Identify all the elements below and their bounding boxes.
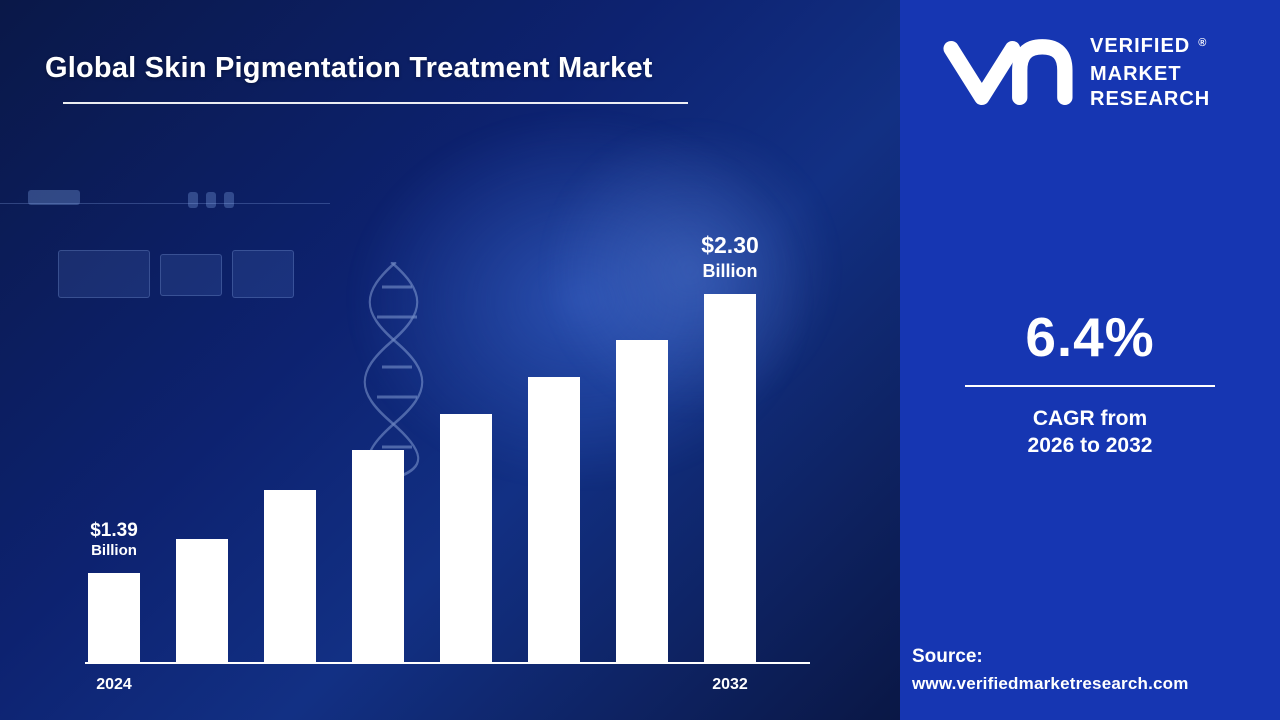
cagr-value: 6.4% <box>1025 306 1155 368</box>
x-tick-label: 2032 <box>712 676 748 693</box>
bar <box>176 539 228 662</box>
background-decoration <box>232 250 294 298</box>
bar-chart: $1.39 Billion 2024 $2.30 Billion 2032 <box>85 188 810 698</box>
bar <box>88 573 140 662</box>
bar-annotation: $2.30 Billion <box>701 231 759 282</box>
brand-name: VERIFIED ® MARKET RESEARCH <box>1090 34 1210 112</box>
bars-row: $1.39 Billion 2024 $2.30 Billion 2032 <box>88 202 759 693</box>
bar-annotation: $1.39 Billion <box>90 519 138 562</box>
background-decoration <box>160 254 222 296</box>
bar-group <box>176 539 228 662</box>
bar <box>528 377 580 662</box>
background-decoration <box>58 250 150 298</box>
bar-group <box>440 414 492 662</box>
registered-mark-icon: ® <box>1198 37 1207 49</box>
background-line <box>0 203 330 204</box>
title-underline <box>63 102 688 104</box>
cagr-underline <box>965 385 1215 387</box>
brand-line-2: MARKET <box>1090 63 1182 85</box>
bar <box>704 294 756 662</box>
x-axis-line <box>85 662 810 664</box>
bar-group: $2.30 Billion 2032 <box>701 231 759 693</box>
chart-panel: Global Skin Pigmentation Treatment Marke… <box>0 0 900 720</box>
bar <box>264 490 316 662</box>
source-url: www.verifiedmarketresearch.com <box>912 674 1189 693</box>
bar-annotation-value: $1.39 <box>90 519 138 541</box>
bar <box>352 450 404 662</box>
dna-helix-icon <box>363 262 424 477</box>
brand-line-1: VERIFIED <box>1090 35 1191 57</box>
bar-group <box>528 377 580 662</box>
vmr-logo-icon <box>943 39 1073 106</box>
background-decoration <box>206 192 216 208</box>
source-label: Source: <box>912 646 983 667</box>
cagr-caption-line-1: CAGR from <box>1032 407 1148 430</box>
x-tick-label: 2024 <box>96 676 132 693</box>
cagr-caption-line-2: 2026 to 2032 <box>1027 434 1153 457</box>
brand-panel: VERIFIED ® MARKET RESEARCH 6.4% CAGR from… <box>900 0 1280 720</box>
bar-annotation-unit: Billion <box>702 260 758 281</box>
bar-group <box>616 340 668 662</box>
bar-annotation-value: $2.30 <box>701 231 759 258</box>
cagr-block: 6.4% CAGR from 2026 to 2032 <box>900 305 1280 459</box>
bar-group <box>352 450 404 662</box>
background-decoration <box>188 192 198 208</box>
page-title: Global Skin Pigmentation Treatment Marke… <box>45 52 653 84</box>
bar <box>616 340 668 662</box>
background-decoration <box>224 192 234 208</box>
bar-group <box>264 490 316 662</box>
source-block: Source: www.verifiedmarketresearch.com <box>912 646 1189 694</box>
bar <box>440 414 492 662</box>
brand-logo-block: VERIFIED ® MARKET RESEARCH <box>940 34 1210 112</box>
cagr-caption: CAGR from 2026 to 2032 <box>900 405 1280 459</box>
bar-group: $1.39 Billion 2024 <box>88 519 140 693</box>
bar-annotation-unit: Billion <box>91 542 137 560</box>
brand-line-3: RESEARCH <box>1090 88 1211 110</box>
background-decoration <box>28 190 80 205</box>
